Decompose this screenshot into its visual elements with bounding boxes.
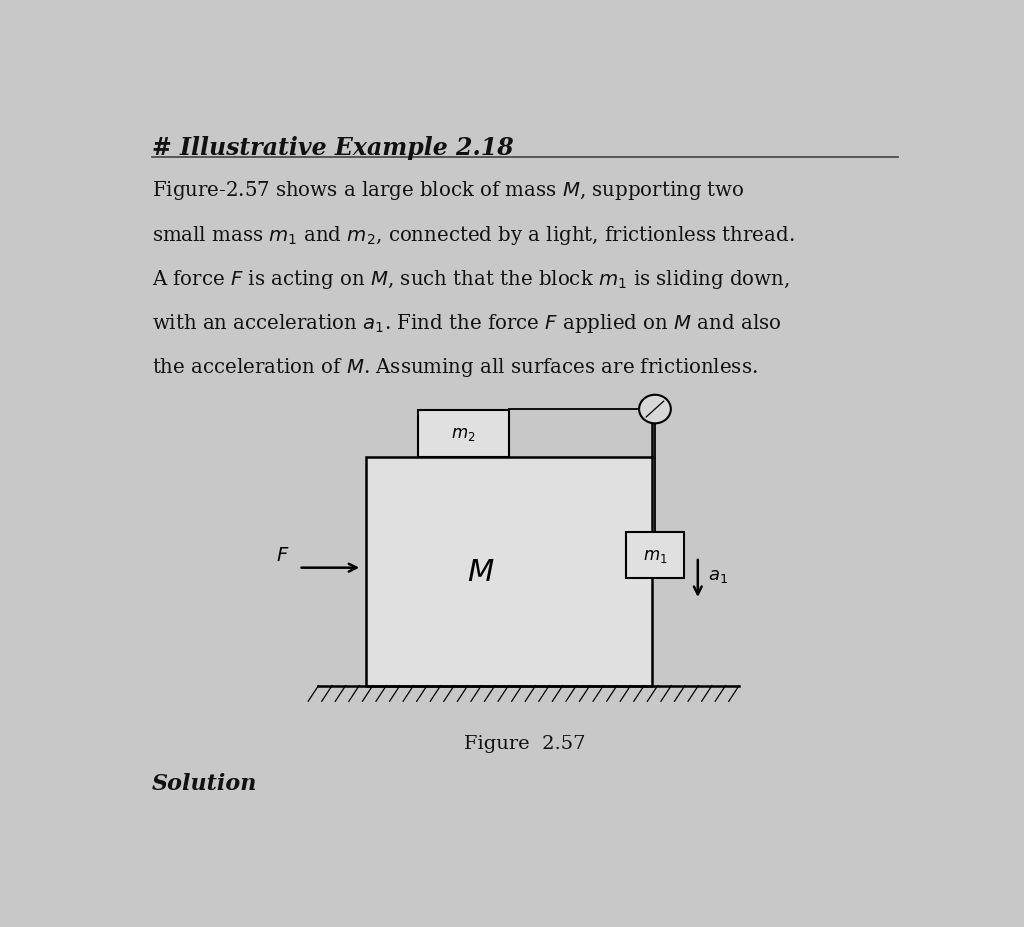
Text: Solution: Solution <box>152 772 257 794</box>
Bar <box>367 457 651 686</box>
Text: $m_2$: $m_2$ <box>452 425 475 443</box>
Text: with an acceleration $a_1$. Find the force $F$ applied on $M$ and also: with an acceleration $a_1$. Find the for… <box>152 311 781 335</box>
Text: $m_1$: $m_1$ <box>643 547 668 564</box>
Text: $M$: $M$ <box>467 556 495 587</box>
Text: # Illustrative Example 2.18: # Illustrative Example 2.18 <box>152 136 514 160</box>
Text: small mass $m_1$ and $m_2$, connected by a light, frictionless thread.: small mass $m_1$ and $m_2$, connected by… <box>152 223 795 247</box>
Circle shape <box>639 395 671 424</box>
Text: Figure  2.57: Figure 2.57 <box>464 734 586 752</box>
Bar <box>418 411 509 457</box>
Bar <box>627 532 684 578</box>
Text: $a_1$: $a_1$ <box>709 566 728 584</box>
Text: Figure-2.57 shows a large block of mass $M$, supporting two: Figure-2.57 shows a large block of mass … <box>152 179 744 202</box>
Text: $F$: $F$ <box>275 547 289 565</box>
Text: A force $F$ is acting on $M$, such that the block $m_1$ is sliding down,: A force $F$ is acting on $M$, such that … <box>152 268 790 290</box>
Text: the acceleration of $M$. Assuming all surfaces are frictionless.: the acceleration of $M$. Assuming all su… <box>152 356 758 379</box>
